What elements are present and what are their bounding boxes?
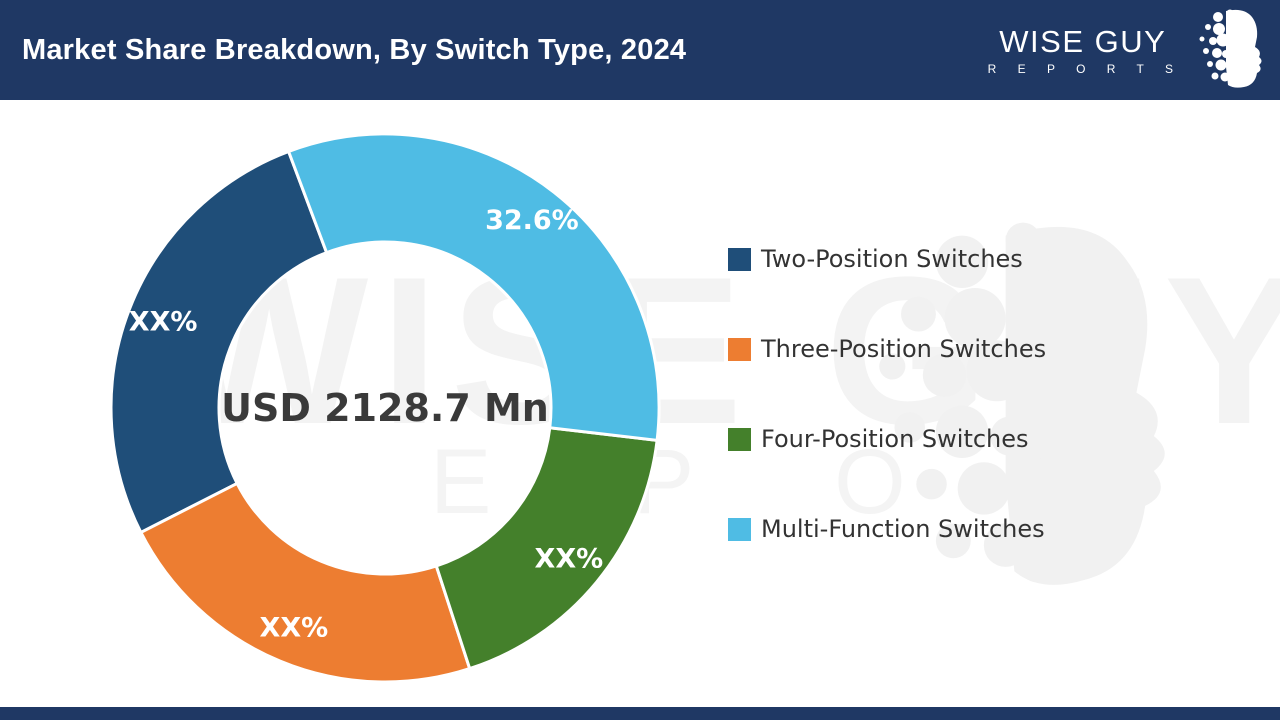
donut-slice bbox=[139, 481, 472, 684]
logo-face-icon bbox=[1199, 9, 1262, 88]
legend-label: Multi-Function Switches bbox=[761, 515, 1045, 543]
wise-guy-logo: WISE GUY R E P O R T S bbox=[984, 7, 1266, 93]
chart-center-value: USD 2128.7 Mn bbox=[221, 386, 549, 430]
legend-swatch bbox=[728, 247, 751, 271]
legend-swatch bbox=[728, 517, 751, 541]
legend-item: Three-Position Switches bbox=[728, 335, 1047, 363]
logo-wordmark: WISE GUY bbox=[999, 23, 1167, 59]
legend-label: Three-Position Switches bbox=[761, 335, 1047, 363]
footer-bar bbox=[0, 707, 1280, 720]
legend-swatch bbox=[728, 427, 751, 451]
legend-label: Two-Position Switches bbox=[761, 245, 1023, 273]
logo-text: WISE GUY R E P O R T S bbox=[984, 26, 1182, 75]
chart-area: WISE GUY E P O XX% XX% XX% 32.6% USD 2128.7… bbox=[0, 100, 1280, 707]
legend-item: Four-Position Switches bbox=[728, 425, 1046, 453]
header-bar: Market Share Breakdown, By Switch Type, … bbox=[0, 0, 1280, 100]
watermark-face bbox=[879, 222, 1165, 585]
slice-percentage-label: 32.6% bbox=[485, 205, 579, 236]
legend-label: Four-Position Switches bbox=[761, 425, 1029, 453]
page-title: Market Share Breakdown, By Switch Type, … bbox=[22, 33, 687, 66]
legend-item: Two-Position Switches bbox=[728, 245, 1046, 273]
chart-legend: Two-Position Switches Three-Position Swit… bbox=[728, 245, 1047, 606]
slice-percentage-label: XX% bbox=[129, 306, 198, 337]
legend-item: Multi-Function Switches bbox=[728, 515, 1046, 543]
legend-swatch bbox=[728, 337, 751, 361]
donut-slice bbox=[109, 150, 329, 534]
donut-slice bbox=[287, 132, 661, 442]
donut-slice bbox=[434, 426, 659, 671]
logo-subtitle: R E P O R T S bbox=[987, 61, 1182, 76]
donut-chart: XX% XX% XX% 32.6% bbox=[109, 132, 661, 684]
slice-percentage-label: XX% bbox=[260, 612, 329, 643]
slice-percentage-label: XX% bbox=[535, 544, 604, 575]
